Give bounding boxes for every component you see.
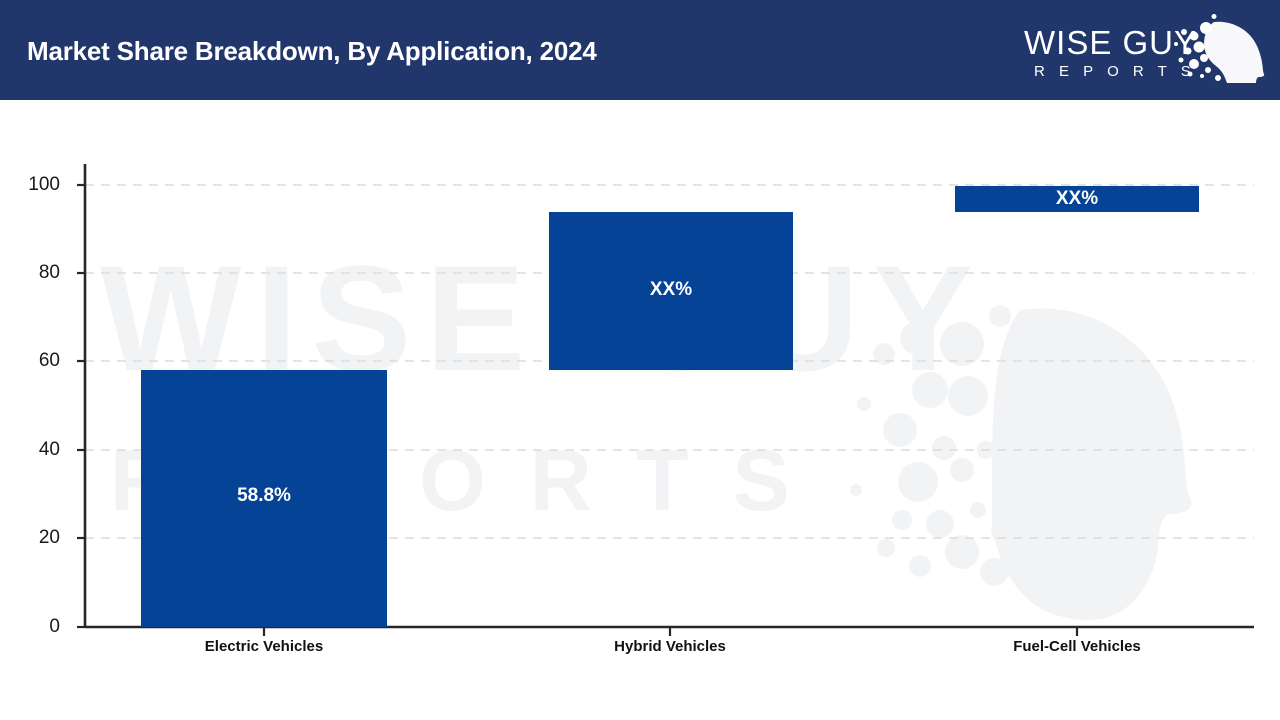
bar-hybrid-vehicles[interactable] xyxy=(549,212,793,370)
svg-text:WISE GUY: WISE GUY xyxy=(1024,24,1197,61)
y-tick-label-40: 40 xyxy=(38,439,60,460)
page-title: Market Share Breakdown, By Application, … xyxy=(27,36,597,66)
x-tick-label-electric-vehicles: Electric Vehicles xyxy=(204,638,324,655)
page-header: Market Share Breakdown, By Application, … xyxy=(0,0,1280,100)
y-tick-label-100: 100 xyxy=(28,174,60,195)
bar-value-hybrid-vehicles: XX% xyxy=(649,279,693,300)
y-tick-label-80: 80 xyxy=(38,262,60,283)
x-tick-label-hybrid-vehicles: Hybrid Vehicles xyxy=(614,638,726,655)
bar-electric-vehicles[interactable] xyxy=(141,370,387,627)
plot-canvas: 0 20 40 60 80 100 58.8% XX% XX% Electric… xyxy=(0,100,1280,720)
y-tick-label-20: 20 xyxy=(38,527,60,548)
bar-fuel-cell-vehicles[interactable] xyxy=(955,186,1199,212)
svg-text:R E P O R T S: R E P O R T S xyxy=(1034,63,1196,80)
chart-area: WISE GUY REPORTS xyxy=(0,100,1280,720)
x-tick-label-fuel-cell-vehicles: Fuel-Cell Vehicles xyxy=(1013,638,1141,655)
bar-value-fuel-cell-vehicles: XX% xyxy=(1055,188,1099,209)
y-tick-label-0: 0 xyxy=(49,616,60,637)
bar-value-electric-vehicles: 58.8% xyxy=(237,485,291,506)
wise-guy-reports-logo: WISE GUY R E P O R T S xyxy=(1018,14,1274,88)
y-tick-label-60: 60 xyxy=(38,350,60,371)
